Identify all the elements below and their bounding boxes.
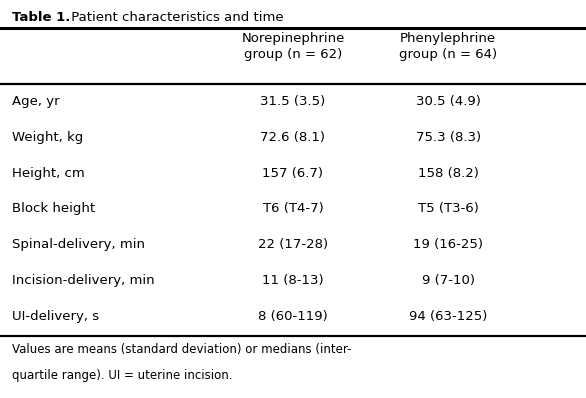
Text: T6 (T4-7): T6 (T4-7) (263, 203, 323, 215)
Text: quartile range). UI = uterine incision.: quartile range). UI = uterine incision. (12, 369, 232, 382)
Text: Block height: Block height (12, 203, 95, 215)
Text: 31.5 (3.5): 31.5 (3.5) (260, 95, 326, 108)
Text: 30.5 (4.9): 30.5 (4.9) (416, 95, 481, 108)
Text: Phenylephrine
group (n = 64): Phenylephrine group (n = 64) (399, 32, 498, 61)
Text: Age, yr: Age, yr (12, 95, 59, 108)
Text: 11 (8-13): 11 (8-13) (262, 274, 324, 287)
Text: T5 (T3-6): T5 (T3-6) (418, 203, 479, 215)
Text: Patient characteristics and time: Patient characteristics and time (67, 11, 284, 24)
Text: 19 (16-25): 19 (16-25) (413, 238, 483, 251)
Text: 94 (63-125): 94 (63-125) (409, 310, 488, 323)
Text: 75.3 (8.3): 75.3 (8.3) (415, 131, 481, 144)
Text: 9 (7-10): 9 (7-10) (422, 274, 475, 287)
Text: Height, cm: Height, cm (12, 167, 84, 179)
Text: 158 (8.2): 158 (8.2) (418, 167, 479, 179)
Text: 72.6 (8.1): 72.6 (8.1) (261, 131, 325, 144)
Text: Spinal-delivery, min: Spinal-delivery, min (12, 238, 145, 251)
Text: Table 1.: Table 1. (12, 11, 70, 24)
Text: UI-delivery, s: UI-delivery, s (12, 310, 99, 323)
Text: 8 (60-119): 8 (60-119) (258, 310, 328, 323)
Text: 157 (6.7): 157 (6.7) (263, 167, 323, 179)
Text: Values are means (standard deviation) or medians (inter-: Values are means (standard deviation) or… (12, 343, 351, 357)
Text: Norepinephrine
group (n = 62): Norepinephrine group (n = 62) (241, 32, 345, 61)
Text: Incision-delivery, min: Incision-delivery, min (12, 274, 154, 287)
Text: Weight, kg: Weight, kg (12, 131, 83, 144)
Text: 22 (17-28): 22 (17-28) (258, 238, 328, 251)
